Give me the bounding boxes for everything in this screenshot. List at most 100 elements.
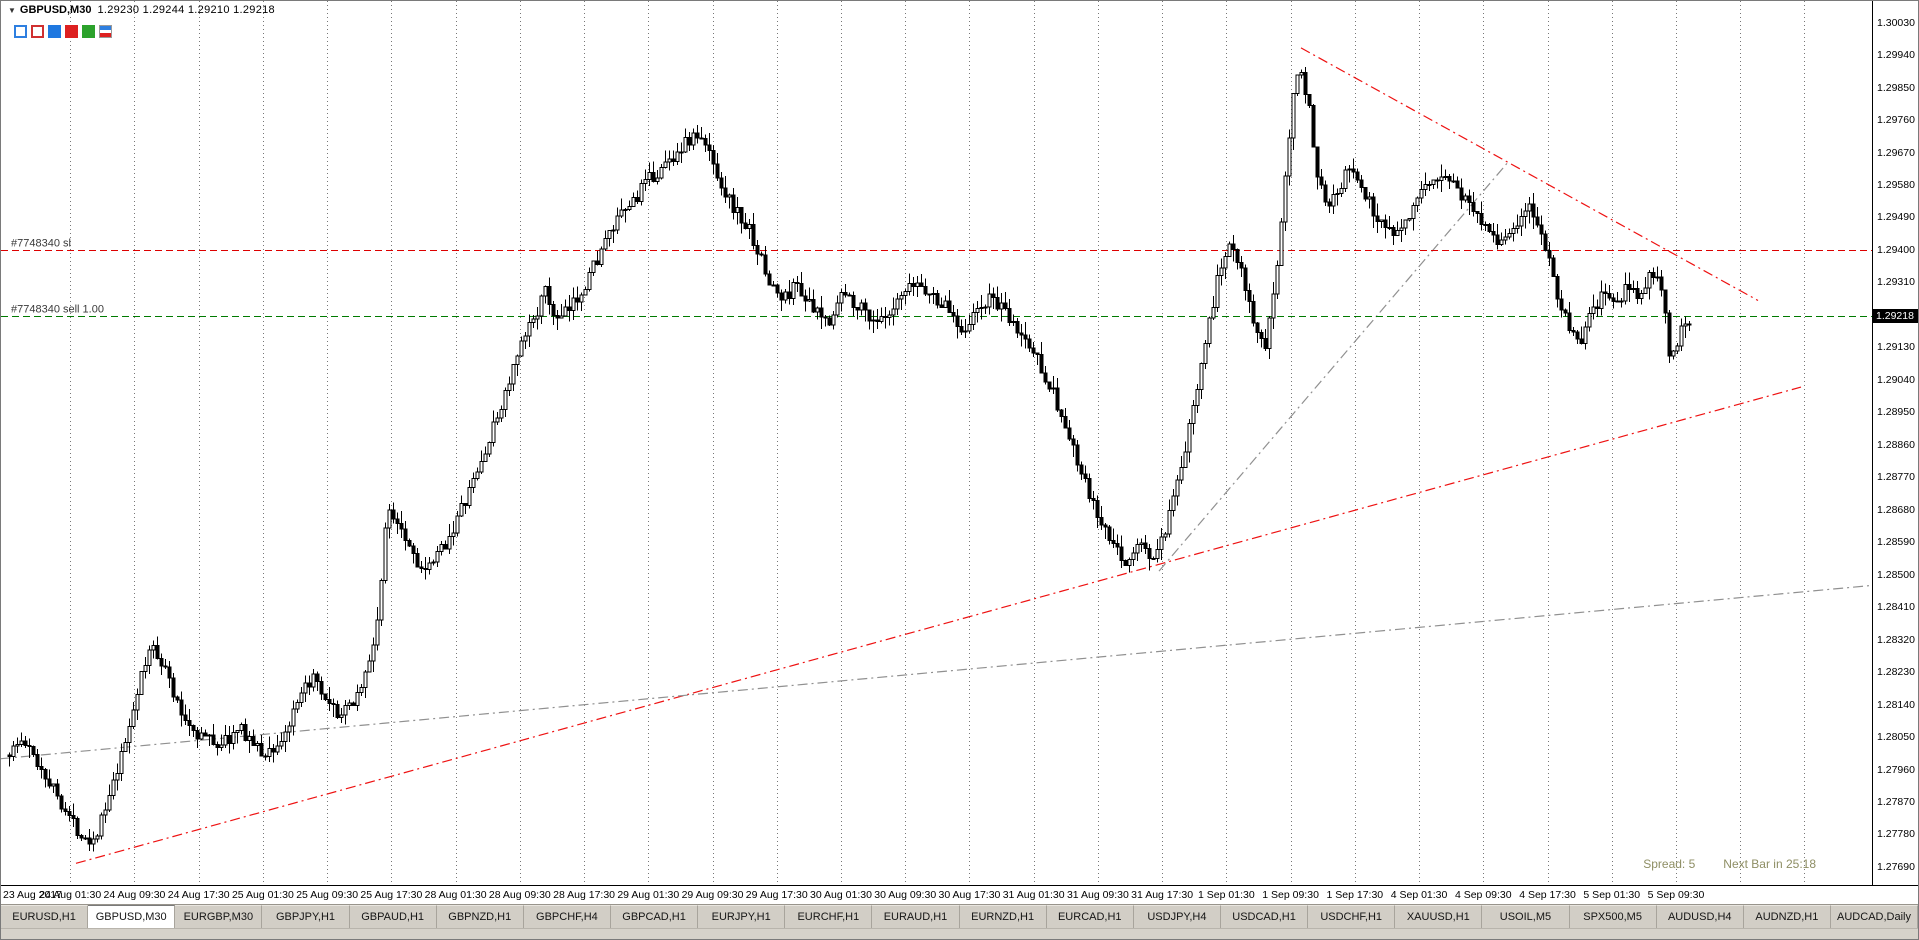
symbol-tab-xauusd-h1[interactable]: XAUUSD,H1 <box>1395 905 1483 928</box>
price-axis-label: 1.28230 <box>1877 666 1915 679</box>
symbol-tab-euraud-h1[interactable]: EURAUD,H1 <box>872 905 960 928</box>
price-axis-label: 1.29400 <box>1877 243 1915 256</box>
solid-green-swatch-icon[interactable] <box>82 25 95 38</box>
time-axis-label: 24 Aug 09:30 <box>103 889 166 901</box>
time-axis[interactable]: 23 Aug 2017 24 Aug 01:30 24 Aug 09:30 24 Au… <box>1 885 1918 904</box>
price-axis-label: 1.29130 <box>1877 341 1915 354</box>
bottom-scrollbar[interactable] <box>1 928 1918 939</box>
time-axis-label: 31 Aug 09:30 <box>1066 889 1129 901</box>
candlestick-chart[interactable]: #7748340 sl #7748340 sell 1.00 <box>1 1 1872 885</box>
symbol-tab-audcad-daily[interactable]: AUDCAD,Daily <box>1830 905 1918 928</box>
current-price-badge: 1.29218 <box>1873 308 1918 323</box>
symbol-tab-eurchf-h1[interactable]: EURCHF,H1 <box>785 905 873 928</box>
time-axis-label: 29 Aug 01:30 <box>617 889 680 901</box>
symbol-tab-gbpjpy-h1[interactable]: GBPJPY,H1 <box>262 905 350 928</box>
time-axis-label: 31 Aug 17:30 <box>1131 889 1194 901</box>
object-color-swatches <box>14 25 112 38</box>
time-axis-label: 29 Aug 17:30 <box>745 889 808 901</box>
descending-resistance-red[interactable] <box>1300 47 1759 302</box>
symbol-tab-audusd-h4[interactable]: AUDUSD,H4 <box>1656 905 1744 928</box>
time-axis-label: 25 Aug 01:30 <box>231 889 294 901</box>
price-axis-label: 1.29040 <box>1877 373 1915 386</box>
symbol-tab-audnzd-h1[interactable]: AUDNZD,H1 <box>1743 905 1831 928</box>
price-axis-label: 1.29580 <box>1877 179 1915 192</box>
price-axis-label: 1.29670 <box>1877 146 1915 159</box>
price-axis-label: 1.29850 <box>1877 81 1915 94</box>
symbol-tab-eurcad-h1[interactable]: EURCAD,H1 <box>1046 905 1134 928</box>
chart-tab-bar: EURUSD,H1 GBPUSD,M30 EURGBP,M30 GBPJPY,H1 GB… <box>1 904 1918 928</box>
time-axis-label: 28 Aug 01:30 <box>424 889 487 901</box>
time-axis-label: 1 Sep 01:30 <box>1198 889 1255 901</box>
shallow-trendline-gray[interactable] <box>1 584 1872 760</box>
ohlc-values: 1.29230 1.29244 1.29210 1.29218 <box>97 4 275 16</box>
time-axis-label: 23 Aug 2017 <box>3 889 62 901</box>
time-axis-label: 25 Aug 17:30 <box>360 889 423 901</box>
time-axis-label: 30 Aug 09:30 <box>874 889 937 901</box>
price-axis-label: 1.28050 <box>1877 731 1915 744</box>
time-axis-label: 4 Sep 17:30 <box>1519 889 1576 901</box>
price-axis-label: 1.28950 <box>1877 406 1915 419</box>
price-axis-label: 1.28770 <box>1877 471 1915 484</box>
price-axis-label: 1.28590 <box>1877 536 1915 549</box>
solid-blue-swatch-icon[interactable] <box>48 25 61 38</box>
symbol-tab-eurnzd-h1[interactable]: EURNZD,H1 <box>959 905 1047 928</box>
time-axis-label: 4 Sep 09:30 <box>1454 889 1512 901</box>
symbol-tab-eurjpy-h1[interactable]: EURJPY,H1 <box>698 905 786 928</box>
time-axis-label: 28 Aug 09:30 <box>488 889 551 901</box>
time-axis-label: 1 Sep 17:30 <box>1326 889 1384 901</box>
price-axis-label: 1.28680 <box>1877 503 1915 516</box>
symbol-tab-gbpcad-h1[interactable]: GBPCAD,H1 <box>610 905 699 928</box>
spread-label: Spread: 5 <box>1643 857 1696 871</box>
price-axis-label: 1.27870 <box>1877 796 1915 808</box>
candlestick-series <box>7 66 1692 852</box>
price-axis-label: 1.30030 <box>1877 16 1915 29</box>
solid-red-swatch-icon[interactable] <box>65 25 78 38</box>
price-axis-label: 1.29310 <box>1877 276 1915 289</box>
time-axis-label: 24 Aug 01:30 <box>39 889 102 901</box>
chart-area[interactable]: #7748340 sl #7748340 sell 1.00 ▼ GBPUSD,M3… <box>1 1 1872 885</box>
chevron-down-icon: ▼ <box>8 6 16 15</box>
price-axis-label: 1.29760 <box>1877 114 1915 127</box>
symbol-period-label: GBPUSD,M30 <box>19 4 92 16</box>
symbol-tab-gbpnzd-h1[interactable]: GBPNZD,H1 <box>436 905 524 928</box>
time-axis-label: 4 Sep 01:30 <box>1390 889 1448 901</box>
hollow-blue-swatch-icon[interactable] <box>14 25 27 38</box>
next-bar-countdown: Next Bar in 25:18 <box>1723 857 1816 871</box>
symbol-tab-gbpusd-m30[interactable]: GBPUSD,M30 <box>88 905 176 928</box>
price-axis-label: 1.27960 <box>1877 763 1915 776</box>
time-axis-label: 5 Sep 01:30 <box>1583 889 1641 901</box>
sell-position-line-label: #7748340 sell 1.00 <box>11 304 104 316</box>
steep-trendline-gray[interactable] <box>1158 162 1508 572</box>
price-axis-label: 1.28500 <box>1877 568 1915 581</box>
hollow-red-swatch-icon[interactable] <box>31 25 44 38</box>
price-axis-label: 1.29940 <box>1877 49 1915 62</box>
time-axis-label: 25 Aug 09:30 <box>296 889 359 901</box>
chart-title: ▼ GBPUSD,M30 1.29230 1.29244 1.29210 1.292… <box>8 4 275 16</box>
time-axis-label: 28 Aug 17:30 <box>553 889 616 901</box>
time-axis-label: 24 Aug 17:30 <box>167 889 230 901</box>
price-axis-label: 1.28320 <box>1877 633 1915 646</box>
price-axis[interactable]: 1.29218 1.30030 1.29940 1.29850 1.29760 1.29… <box>1872 1 1918 885</box>
price-axis-label: 1.27780 <box>1877 828 1915 841</box>
symbol-tab-eurusd-h1[interactable]: EURUSD,H1 <box>1 905 89 928</box>
symbol-tab-usdcad-h1[interactable]: USDCAD,H1 <box>1220 905 1309 928</box>
time-axis-label: 29 Aug 09:30 <box>681 889 744 901</box>
symbol-tab-usdchf-h1[interactable]: USDCHF,H1 <box>1308 905 1396 928</box>
symbol-tab-gbpaud-h1[interactable]: GBPAUD,H1 <box>349 905 437 928</box>
symbol-tab-gbpchf-h4[interactable]: GBPCHF,H4 <box>523 905 611 928</box>
time-axis-label: 1 Sep 09:30 <box>1262 889 1319 901</box>
symbol-tab-eurgbp-m30[interactable]: EURGBP,M30 <box>175 905 263 928</box>
symbol-tab-usoil-m5[interactable]: USOIL,M5 <box>1482 905 1570 928</box>
symbol-tab-usdjpy-h4[interactable]: USDJPY,H4 <box>1133 905 1221 928</box>
price-axis-label: 1.28410 <box>1877 601 1915 614</box>
time-axis-label: 30 Aug 17:30 <box>938 889 1001 901</box>
time-gridlines <box>70 1 1805 885</box>
price-axis-label: 1.28140 <box>1877 698 1915 711</box>
ascending-support-red[interactable] <box>75 386 1802 864</box>
time-axis-label: 31 Aug 01:30 <box>1002 889 1065 901</box>
symbol-tab-spx500-m5[interactable]: SPX500,M5 <box>1569 905 1657 928</box>
striped-flag-swatch-icon[interactable] <box>99 25 112 38</box>
price-axis-label: 1.28860 <box>1877 438 1915 451</box>
price-axis-label: 1.27690 <box>1877 860 1915 873</box>
